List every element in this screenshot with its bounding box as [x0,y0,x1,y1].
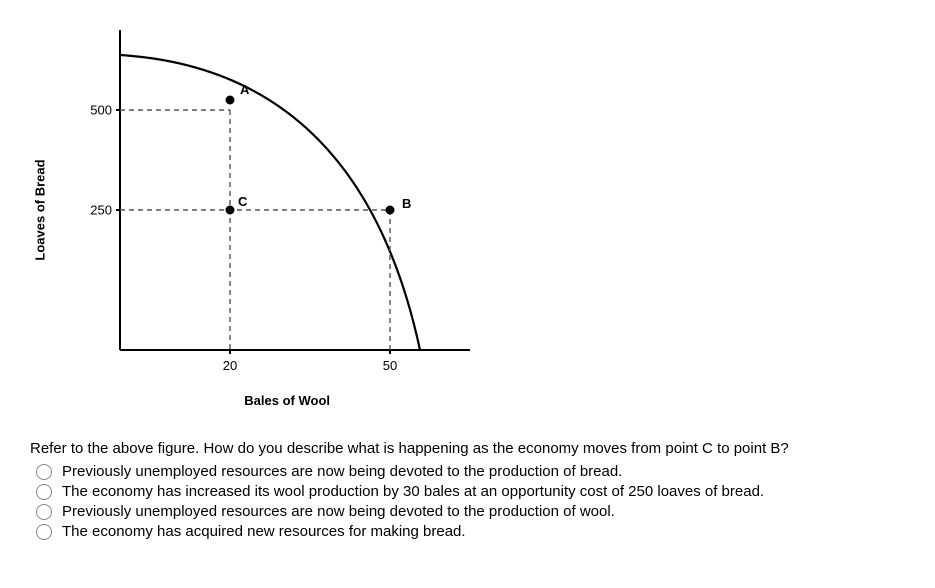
option-row[interactable]: The economy has increased its wool produ… [36,483,905,500]
chart-svg: A B C [50,20,490,380]
x-tick-20: 20 [223,358,237,373]
ppf-curve [120,55,420,350]
option-label: The economy has acquired new resources f… [62,523,466,540]
option-row[interactable]: Previously unemployed resources are now … [36,503,905,520]
point-label-a: A [240,82,250,97]
radio-icon[interactable] [36,504,52,520]
x-axis-title: Bales of Wool [244,393,330,408]
question-block: Refer to the above figure. How do you de… [30,440,905,540]
radio-icon[interactable] [36,484,52,500]
option-row[interactable]: The economy has acquired new resources f… [36,523,905,540]
y-axis-title: Loaves of Bread [33,159,48,260]
x-tick-50: 50 [383,358,397,373]
question-prompt: Refer to the above figure. How do you de… [30,440,905,457]
option-row[interactable]: Previously unemployed resources are now … [36,463,905,480]
y-tick-250: 250 [90,203,112,218]
radio-icon[interactable] [36,464,52,480]
option-label: The economy has increased its wool produ… [62,483,764,500]
radio-icon[interactable] [36,524,52,540]
point-label-b: B [402,196,411,211]
point-a [226,96,235,105]
point-c [226,206,235,215]
point-label-c: C [238,194,248,209]
ppf-chart: Loaves of Bread 500 250 A B C 20 50 Bale… [50,20,490,400]
y-tick-500: 500 [90,103,112,118]
option-label: Previously unemployed resources are now … [62,463,622,480]
option-label: Previously unemployed resources are now … [62,503,615,520]
point-b [386,206,395,215]
